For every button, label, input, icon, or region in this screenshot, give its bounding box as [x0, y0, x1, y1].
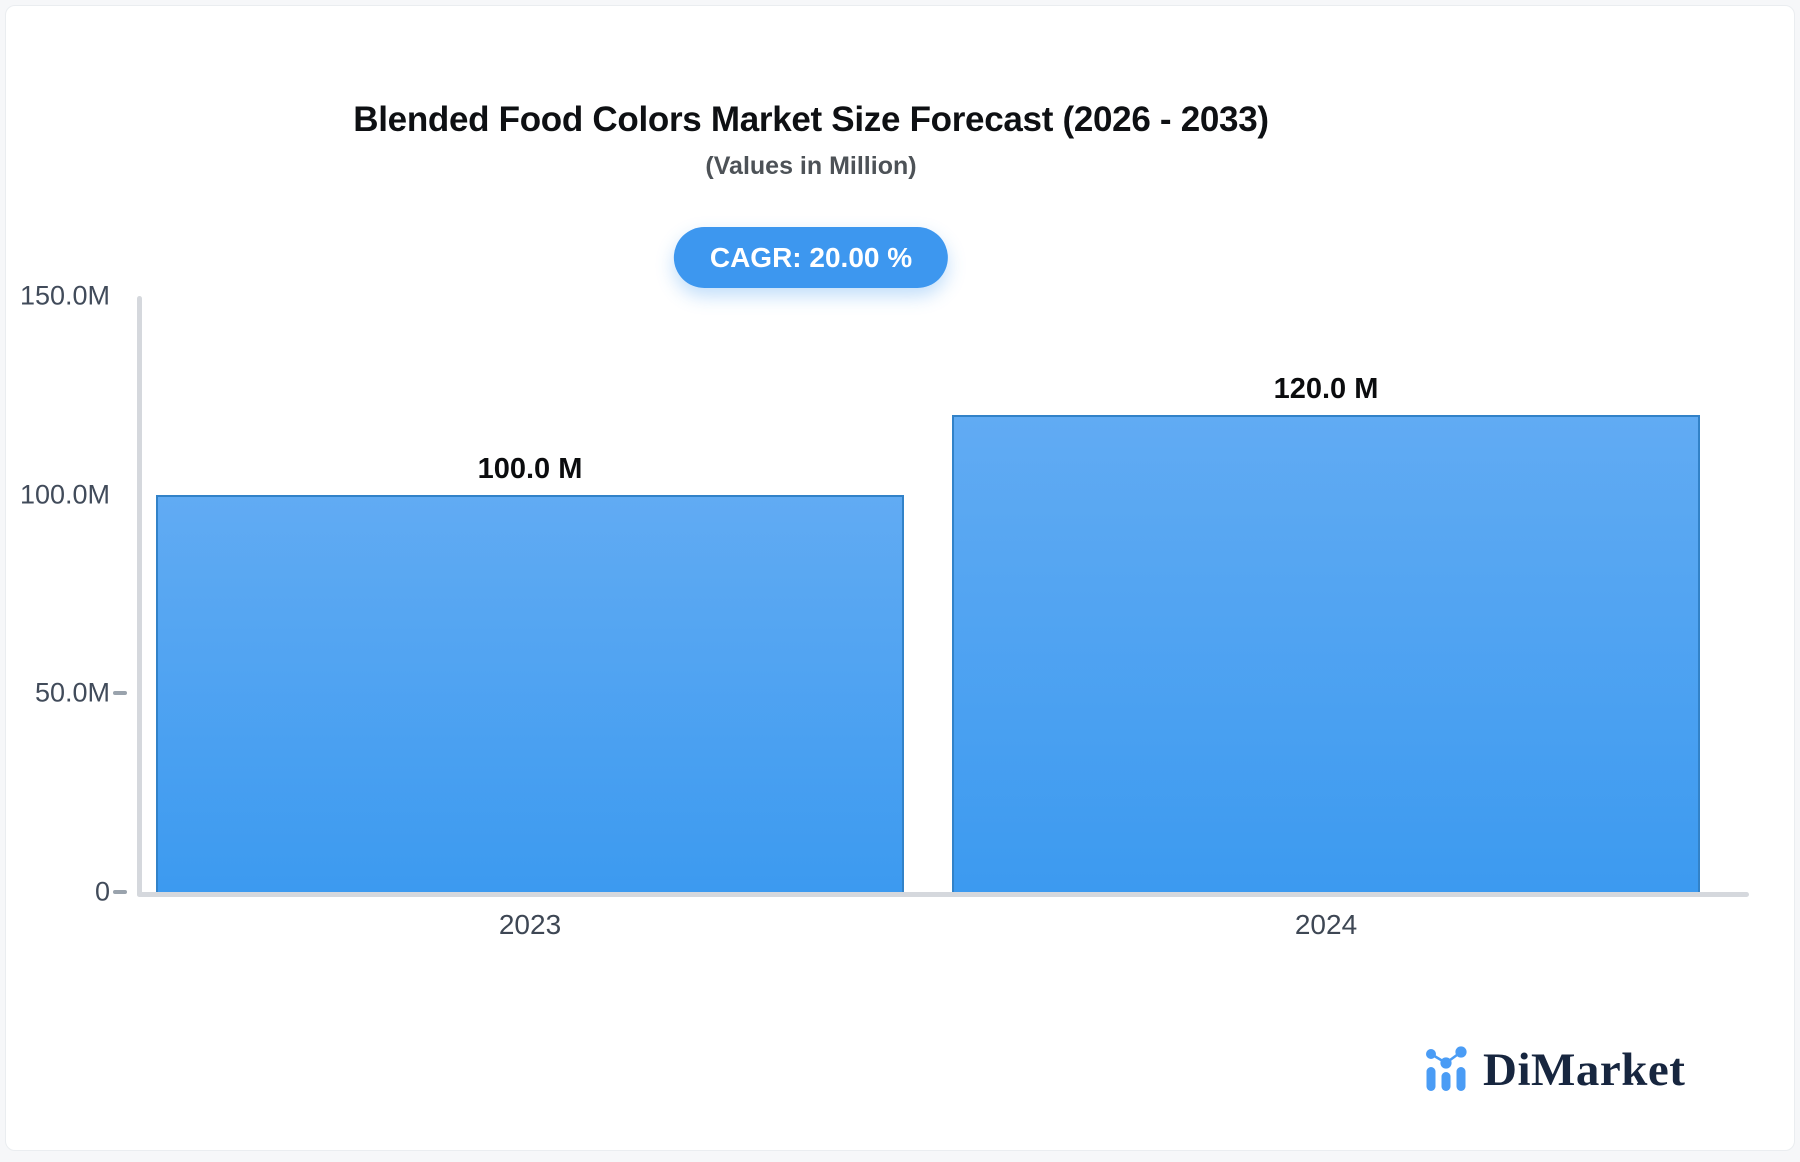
dimarket-logo-text: DiMarket	[1483, 1044, 1686, 1096]
dimarket-logo: DiMarket	[1420, 1040, 1685, 1100]
chart-subtitle: (Values in Million)	[705, 152, 917, 180]
bar-value-label: 120.0 M	[1273, 373, 1379, 406]
chart-header: Blended Food Colors Market Size Forecast…	[6, 6, 1616, 306]
chart-card: Blended Food Colors Market Size Forecast…	[5, 5, 1795, 1151]
y-axis-line	[137, 296, 142, 897]
y-tick-label: 150.0M	[19, 280, 110, 311]
y-tick-label: 50.0M	[34, 677, 110, 708]
plot-area: 150.0M 100.0M 50.0M 0 100.0 M 2023 120.0 M 2024	[6, 6, 1800, 1162]
cagr-badge: CAGR: 20.00 %	[673, 227, 949, 288]
bar	[952, 415, 1700, 892]
x-axis-line	[137, 892, 1749, 897]
bar-chart-with-trendline-icon	[1426, 1046, 1467, 1091]
x-axis-label: 2024	[1294, 909, 1358, 940]
bar-value-label: 100.0 M	[477, 452, 583, 485]
y-tick-label: 0	[94, 876, 110, 907]
y-tick-dash	[113, 691, 127, 696]
bar	[156, 494, 904, 892]
chart-title: Blended Food Colors Market Size Forecast…	[353, 100, 1269, 139]
x-axis-label: 2023	[498, 909, 562, 940]
y-tick-dash	[113, 890, 127, 894]
y-tick-label: 100.0M	[19, 479, 110, 510]
